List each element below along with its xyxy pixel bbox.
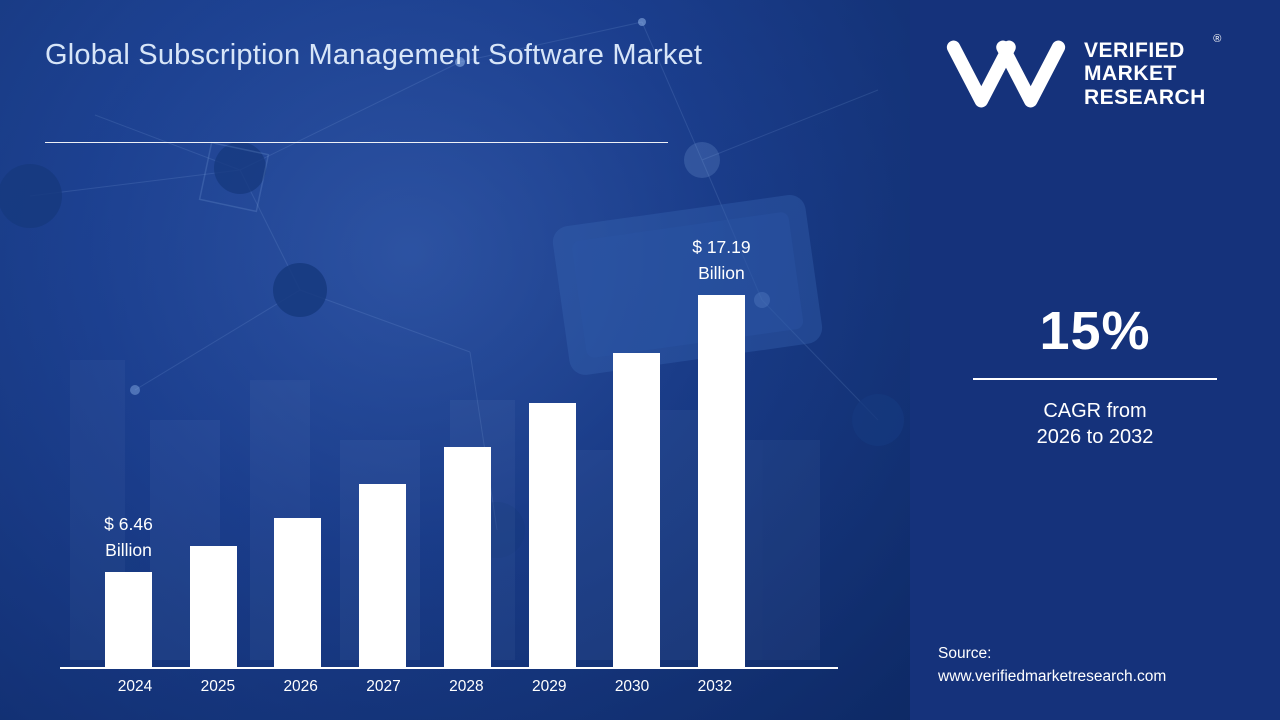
source-label: Source:	[938, 645, 992, 663]
bar-chart: $ 6.46 Billion $ 17.19 Billion 2024 2025 2026…	[60, 222, 838, 696]
bar-2025	[189, 546, 237, 667]
bar-slot-2025	[189, 546, 237, 667]
cagr-block: 15% CAGR from 2026 to 2032	[910, 300, 1280, 451]
chart-area: Global Subscription Management Software …	[0, 0, 910, 720]
cagr-divider	[973, 378, 1217, 380]
bar-slot-2024: $ 6.46 Billion	[104, 512, 153, 667]
cagr-value: 15%	[1039, 301, 1151, 361]
bar-slot-2032: $ 17.19 Billion	[692, 235, 751, 667]
bar-slot-2030	[613, 353, 661, 667]
bar-value-label-2032: $ 17.19 Billion	[692, 237, 751, 283]
x-axis-label-2029: 2029	[531, 678, 567, 695]
x-axis-label-2024: 2024	[117, 678, 153, 695]
bar-2026	[274, 518, 322, 667]
x-axis-label-2030: 2030	[614, 678, 650, 695]
bar-value-label-2024: $ 6.46 Billion	[104, 514, 153, 560]
bar-2028	[443, 447, 491, 667]
x-axis-label-2025: 2025	[200, 678, 236, 695]
x-axis-labels: 2024 2025 2026 2027 2028 2029 2030 2032	[105, 678, 745, 696]
logo-line-1: VERIFIED	[1084, 39, 1185, 63]
cagr-caption-line-2: 2026 to 2032	[1036, 426, 1154, 449]
x-axis-line	[60, 667, 838, 669]
title-underline	[45, 142, 668, 143]
vmr-monogram-icon	[946, 40, 1066, 108]
x-axis-label-2032: 2032	[697, 678, 733, 695]
page-title: Global Subscription Management Software …	[45, 39, 703, 71]
cagr-caption: CAGR from 2026 to 2032	[910, 398, 1280, 451]
bar-2032	[697, 295, 745, 667]
side-panel: ® VERIFIED MARKET RESEARCH 15% CAGR from…	[910, 0, 1280, 720]
brand-logo-text: ® VERIFIED MARKET RESEARCH	[1084, 33, 1221, 109]
bar-2024	[105, 572, 152, 667]
registered-mark: ®	[1213, 33, 1222, 46]
source-block: Source: www.verifiedmarketresearch.com	[938, 643, 1166, 688]
source-url[interactable]: www.verifiedmarketresearch.com	[938, 667, 1167, 685]
brand-logo: ® VERIFIED MARKET RESEARCH	[942, 33, 1221, 110]
bar-slot-2029	[528, 403, 576, 667]
bar-2030	[613, 353, 661, 667]
logo-line-3: RESEARCH	[1084, 85, 1206, 109]
bars-row: $ 6.46 Billion $ 17.19 Billion	[104, 222, 751, 667]
bar-slot-2026	[274, 518, 322, 667]
x-axis-label-2028: 2028	[449, 678, 484, 695]
logo-line-2: MARKET	[1084, 62, 1177, 86]
bar-2027	[359, 484, 407, 667]
cagr-caption-line-1: CAGR from	[1043, 400, 1147, 422]
bar-2029	[528, 403, 576, 667]
x-axis-label-2026: 2026	[283, 678, 318, 695]
bar-slot-2028	[443, 447, 491, 667]
x-axis-label-2027: 2027	[366, 678, 401, 695]
bar-slot-2027	[359, 484, 407, 667]
